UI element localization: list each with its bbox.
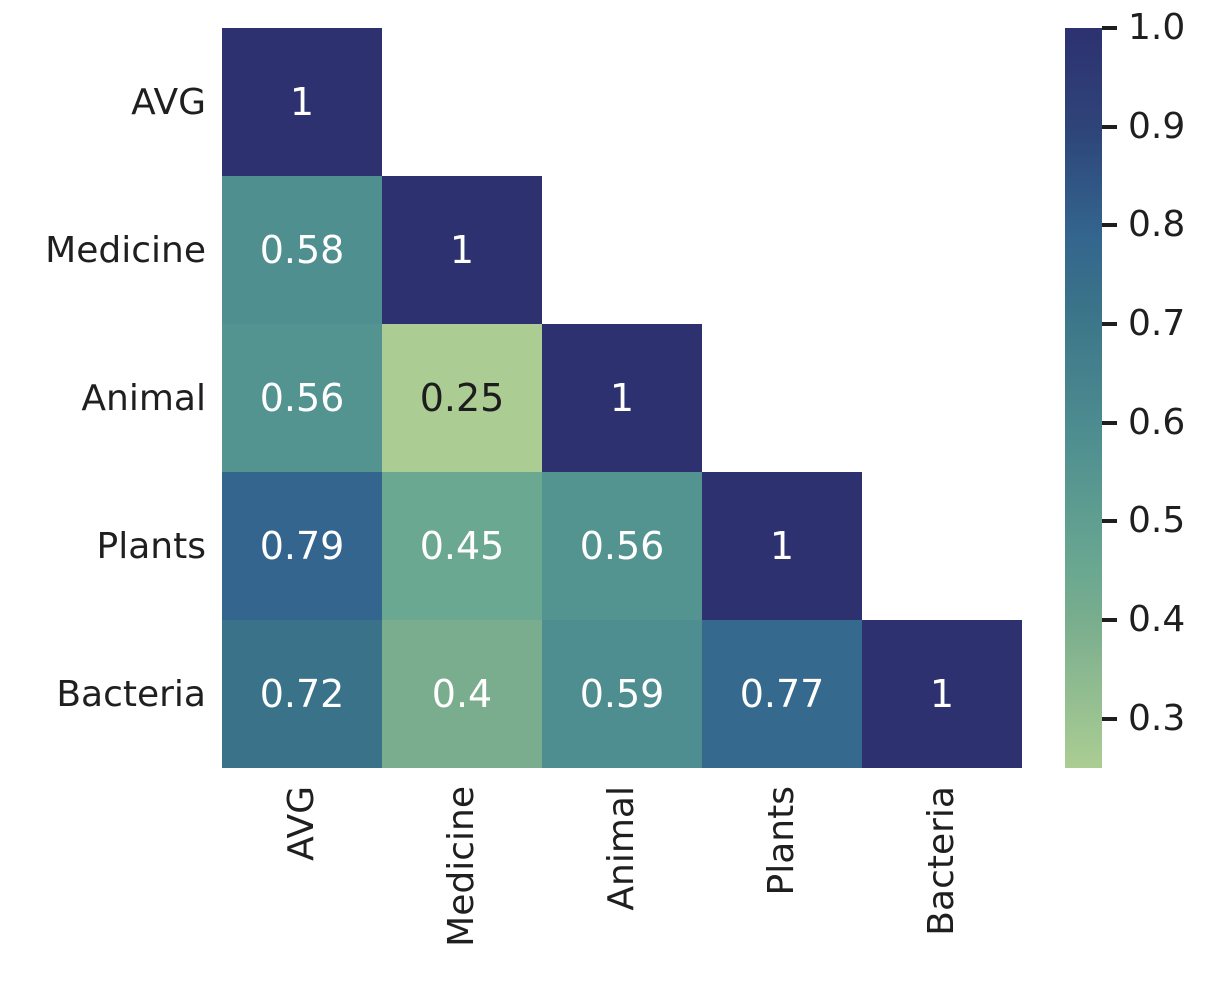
cell-value: 0.4 xyxy=(431,672,493,716)
colorbar xyxy=(1065,28,1102,768)
cell-value: 1 xyxy=(769,524,795,568)
heatmap-cell-AVG-AVG: 1 xyxy=(222,28,382,176)
y-tick-label-Medicine: Medicine xyxy=(45,229,206,271)
cell-value: 0.79 xyxy=(259,524,345,568)
colorbar-tick-label: 0.8 xyxy=(1128,204,1186,246)
cell-value: 0.77 xyxy=(739,672,825,716)
heatmap-cell-Bacteria-AVG: 0.72 xyxy=(222,620,382,768)
heatmap-cell-Animal-Medicine: 0.25 xyxy=(382,324,542,472)
cell-value: 0.59 xyxy=(579,672,665,716)
x-tick-label-Bacteria: Bacteria xyxy=(921,786,962,936)
heatmap-cell-Bacteria-Plants: 0.77 xyxy=(702,620,862,768)
colorbar-tick-mark xyxy=(1102,322,1117,326)
cell-value: 1 xyxy=(289,80,315,124)
heatmap-cell-Bacteria-Animal: 0.59 xyxy=(542,620,702,768)
colorbar-tick-label: 0.5 xyxy=(1128,500,1186,542)
cell-value: 0.25 xyxy=(419,376,505,420)
y-tick-label-Plants: Plants xyxy=(96,525,206,567)
cell-value: 0.56 xyxy=(579,524,665,568)
cell-value: 1 xyxy=(609,376,635,420)
colorbar-tick-mark xyxy=(1102,618,1117,622)
colorbar-tick-label: 0.3 xyxy=(1128,697,1186,739)
cell-value: 1 xyxy=(449,228,475,272)
colorbar-tick-mark xyxy=(1102,519,1117,524)
colorbar-tick-label: 1.0 xyxy=(1128,7,1186,48)
x-tick-label-Animal: Animal xyxy=(601,786,642,911)
cell-value: 0.72 xyxy=(259,672,345,716)
colorbar-tick-label: 0.4 xyxy=(1128,599,1186,640)
colorbar-tick-label: 0.6 xyxy=(1128,401,1186,443)
colorbar-tick-label: 0.7 xyxy=(1128,303,1186,344)
cell-value: 0.58 xyxy=(259,228,345,272)
colorbar-tick-mark xyxy=(1102,716,1117,721)
y-tick-label-Animal: Animal xyxy=(81,377,206,419)
heatmap-cell-Animal-Animal: 1 xyxy=(542,324,702,472)
heatmap-cell-Medicine-Medicine: 1 xyxy=(382,176,542,324)
heatmap-cell-Plants-AVG: 0.79 xyxy=(222,472,382,620)
colorbar-tick-mark xyxy=(1102,223,1117,228)
x-tick-label-Medicine: Medicine xyxy=(441,786,482,947)
y-tick-label-Bacteria: Bacteria xyxy=(56,673,206,715)
cell-value: 0.45 xyxy=(419,524,505,568)
cell-value: 0.56 xyxy=(259,376,345,420)
heatmap-cell-Animal-AVG: 0.56 xyxy=(222,324,382,472)
x-tick-label-Plants: Plants xyxy=(761,786,802,896)
colorbar-tick-mark xyxy=(1102,26,1117,30)
cell-value: 1 xyxy=(929,672,955,716)
colorbar-tick-mark xyxy=(1102,124,1117,129)
colorbar-tick-label: 0.9 xyxy=(1128,105,1186,147)
heatmap-cell-Plants-Animal: 0.56 xyxy=(542,472,702,620)
heatmap-cell-Medicine-AVG: 0.58 xyxy=(222,176,382,324)
x-tick-label-AVG: AVG xyxy=(281,786,322,861)
heatmap-cell-Bacteria-Medicine: 0.4 xyxy=(382,620,542,768)
y-tick-label-AVG: AVG xyxy=(131,81,206,123)
heatmap-cell-Bacteria-Bacteria: 1 xyxy=(862,620,1022,768)
heatmap-cell-Plants-Plants: 1 xyxy=(702,472,862,620)
heatmap-cell-Plants-Medicine: 0.45 xyxy=(382,472,542,620)
colorbar-tick-mark xyxy=(1102,420,1117,425)
